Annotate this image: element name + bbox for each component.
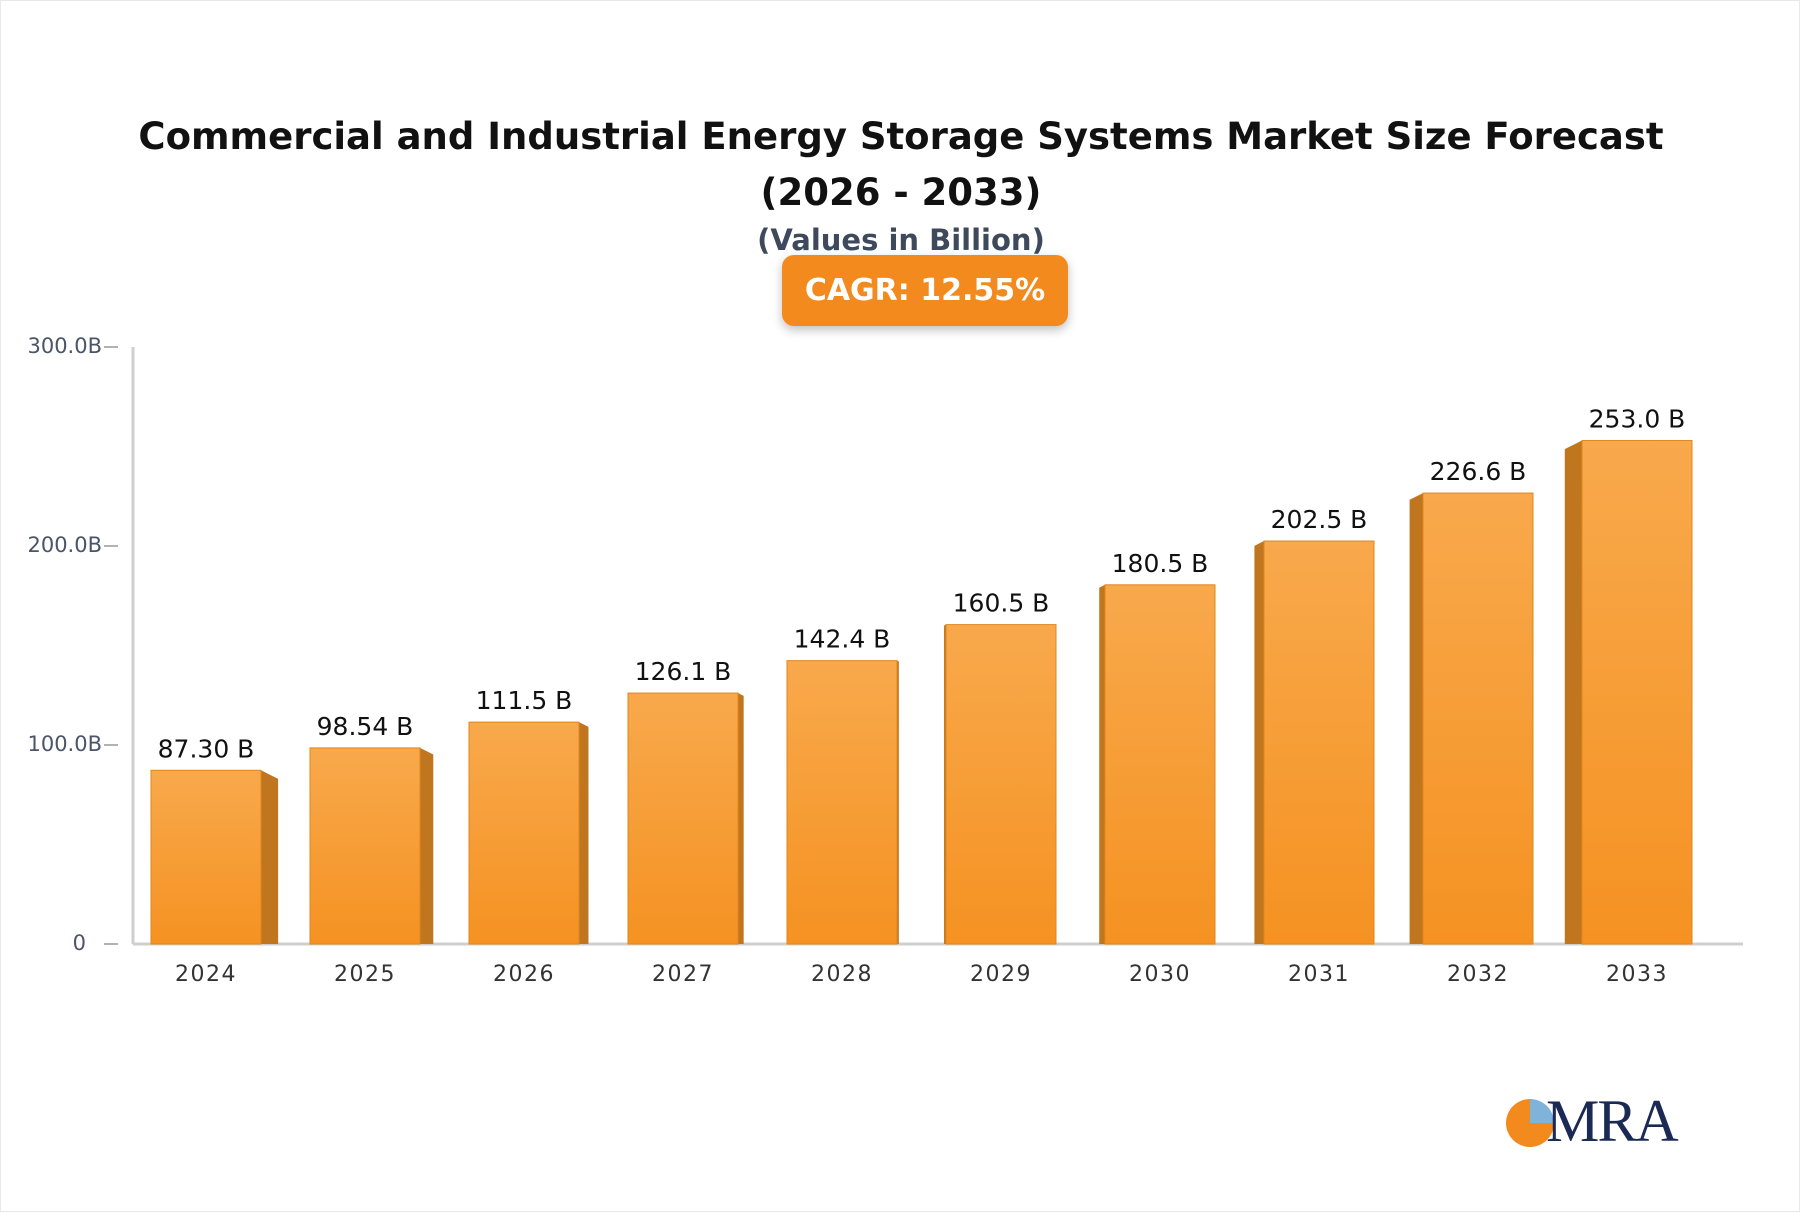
bar [150, 769, 262, 945]
x-tick-label: 2029 [970, 962, 1032, 987]
value-label: 226.6 B [1430, 457, 1527, 486]
y-tick-label: 200.0B [27, 533, 102, 557]
value-label: 126.1 B [635, 657, 732, 686]
value-label: 98.54 B [317, 712, 414, 741]
y-tick-label: 100.0B [27, 732, 102, 756]
bar-side [738, 693, 744, 944]
bar [786, 660, 898, 945]
x-tick-label: 2027 [652, 962, 714, 987]
bar-side [1099, 584, 1105, 944]
chart-subtitle: (Values in Billion) [757, 223, 1045, 257]
x-tick-label: 2033 [1606, 962, 1668, 987]
value-label: 202.5 B [1271, 505, 1368, 534]
bar-side [1564, 440, 1582, 944]
bar [1263, 540, 1375, 945]
x-tick-label: 2026 [493, 962, 555, 987]
bar-side [1409, 493, 1423, 944]
bar [468, 721, 580, 945]
bar [1104, 584, 1216, 945]
x-tick-label: 2030 [1129, 962, 1191, 987]
x-tick-label: 2032 [1447, 962, 1509, 987]
y-tick-label: 300.0B [27, 334, 102, 358]
bar-side [261, 770, 279, 944]
logo-text: MRA [1546, 1088, 1679, 1154]
value-label: 253.0 B [1589, 405, 1686, 434]
bar-side [579, 722, 589, 944]
bar [627, 692, 739, 945]
bar [1422, 492, 1534, 945]
bar-side [1254, 541, 1264, 944]
y-tick-label: 0 [73, 931, 86, 955]
cagr-badge: CAGR: 12.55% [782, 255, 1068, 326]
chart-title: Commercial and Industrial Energy Storage… [138, 115, 1664, 214]
x-tick-label: 2031 [1288, 962, 1350, 987]
value-label: 87.30 B [158, 734, 255, 763]
bar [1581, 440, 1693, 945]
x-tick-label: 2028 [811, 962, 873, 987]
bar [945, 624, 1057, 945]
x-tick-label: 2024 [175, 962, 237, 987]
value-label: 160.5 B [953, 589, 1050, 618]
logo: MRA [1506, 1088, 1696, 1154]
bar-side [420, 747, 434, 944]
logo-icon [1506, 1099, 1554, 1147]
bar [309, 747, 421, 945]
x-tick-label: 2025 [334, 962, 396, 987]
value-label: 111.5 B [476, 686, 573, 715]
value-label: 180.5 B [1112, 549, 1209, 578]
value-label: 142.4 B [794, 625, 891, 654]
